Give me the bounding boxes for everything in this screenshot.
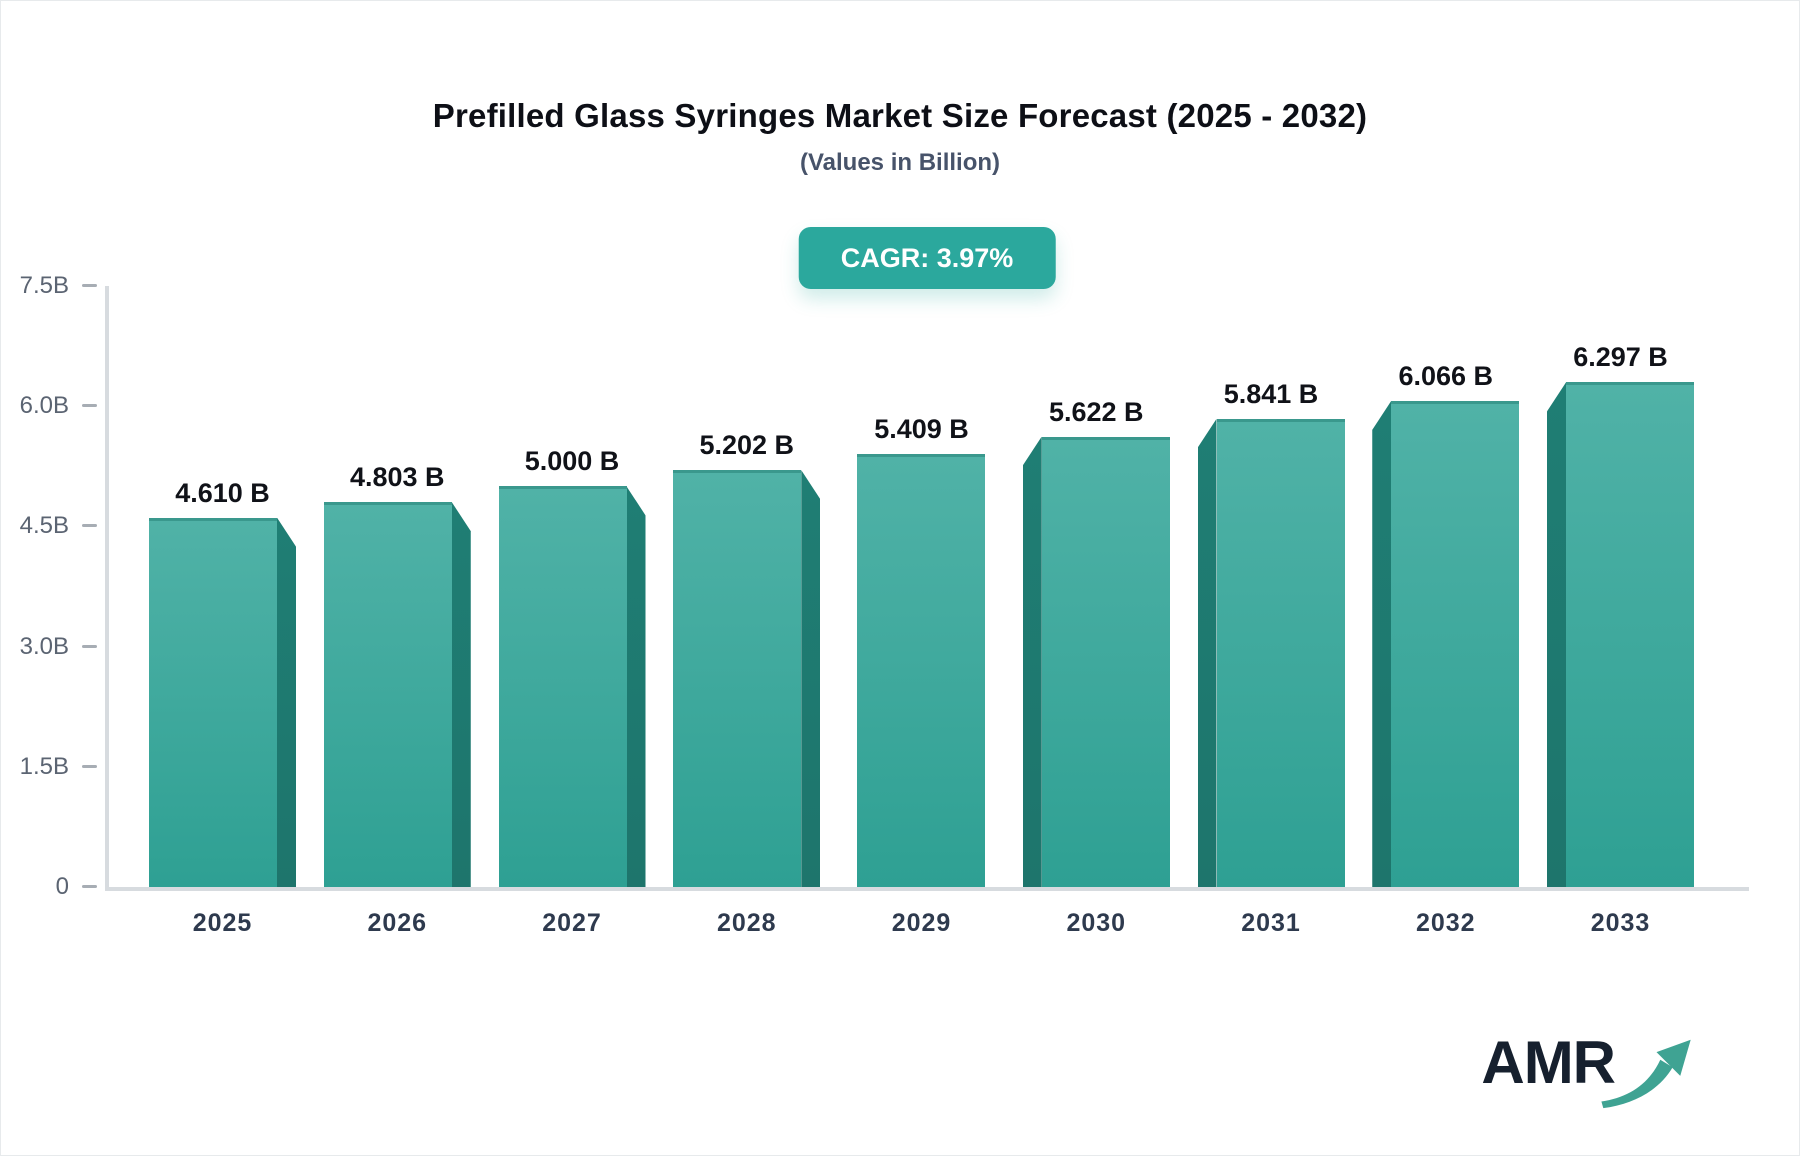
bar-front-face — [1566, 382, 1694, 887]
bar-2026: 4.803 B — [323, 286, 471, 887]
bar-shape — [848, 453, 995, 887]
x-axis-label: 2032 — [1415, 909, 1476, 937]
amr-logo: AMR — [1481, 1033, 1695, 1111]
growth-arrow-icon — [1601, 1039, 1691, 1109]
chart-subtitle: (Values in Billion) — [799, 149, 1001, 176]
bar-side-face — [451, 502, 471, 887]
bar-2028: 5.202 B — [673, 286, 821, 887]
x-axis-label: 2031 — [1241, 909, 1301, 937]
x-axis-label: 2029 — [891, 909, 952, 937]
x-axis-labels: 2025 2026 2027 2028 2029 2030 2031 2032 2033 — [149, 909, 1694, 938]
bar-shape — [323, 502, 471, 887]
bar-shape — [498, 486, 646, 887]
bar-side-face — [801, 470, 821, 887]
bar-side-face — [1547, 382, 1566, 887]
bar-2033: 6.297 B — [1547, 286, 1694, 887]
bar-value-label: 5.409 B — [874, 413, 969, 444]
x-axis-label: 2033 — [1590, 909, 1651, 937]
bar-side-face — [277, 517, 296, 887]
x-axis-label: 2026 — [367, 909, 428, 937]
bar-value-label: 5.622 B — [1048, 396, 1144, 427]
y-tick-label: 1.5B — [19, 752, 69, 780]
bar-value-label: 5.202 B — [699, 430, 795, 461]
y-axis-line — [105, 286, 109, 891]
bar-shape — [1022, 436, 1170, 887]
cagr-badge: CAGR: 3.97% — [798, 227, 1056, 289]
bar-2030: 5.622 B — [1022, 286, 1170, 887]
y-tick-mark — [82, 404, 97, 408]
bar-value-label: 6.066 B — [1398, 360, 1494, 391]
x-axis-label: 2028 — [716, 909, 777, 937]
y-tick-label: 0 — [55, 873, 69, 900]
bar-side-face — [1197, 418, 1217, 887]
x-axis-label: 2025 — [192, 909, 253, 937]
bar-shape — [1197, 418, 1345, 887]
y-tick-mark — [82, 644, 97, 648]
bar-2032: 6.066 B — [1372, 286, 1520, 887]
bar-shape — [673, 470, 821, 887]
y-tick-mark — [82, 524, 97, 528]
bar-front-face — [1391, 400, 1520, 887]
y-tick-label: 7.5B — [19, 272, 69, 299]
bar-front-face — [673, 470, 802, 887]
bar-value-label: 6.297 B — [1573, 342, 1668, 373]
y-tick-mark — [82, 885, 97, 888]
bar-2025: 4.610 B — [149, 286, 296, 887]
bar-value-label: 4.610 B — [175, 477, 270, 508]
bar-value-label: 5.000 B — [524, 446, 620, 477]
bar-front-face — [857, 453, 985, 887]
bar-front-face — [1041, 436, 1170, 887]
bar-front-face — [498, 486, 627, 887]
bar-front-face — [1216, 418, 1345, 887]
x-axis-line — [105, 887, 1749, 891]
x-axis-label: 2030 — [1066, 909, 1127, 937]
y-tick-label: 3.0B — [19, 632, 69, 660]
bar-shape — [1372, 400, 1520, 887]
y-tick-mark — [82, 764, 97, 768]
chart-title: Prefilled Glass Syringes Market Size For… — [432, 97, 1368, 134]
amr-logo-text: AMR — [1481, 1029, 1616, 1096]
bar-side-face — [1022, 436, 1042, 887]
y-tick-label: 6.0B — [19, 392, 69, 420]
bar-front-face — [149, 517, 277, 887]
bar-value-label: 4.803 B — [349, 462, 445, 493]
bar-front-face — [323, 502, 452, 887]
bar-2031: 5.841 B — [1197, 286, 1345, 887]
bar-2027: 5.000 B — [498, 286, 646, 887]
bar-shape — [1547, 382, 1694, 887]
y-tick-mark — [82, 284, 97, 287]
bar-side-face — [1372, 400, 1392, 887]
bar-shape — [149, 517, 296, 887]
bar-value-label: 5.841 B — [1223, 378, 1319, 409]
bar-2029: 5.409 B — [848, 286, 995, 887]
bar-side-face — [626, 486, 646, 887]
bars-row: 4.610 B 4.803 B 5.000 B 5.202 B 5.409 B 5.622… — [149, 286, 1694, 887]
x-axis-label: 2027 — [542, 909, 602, 937]
y-tick-label: 4.5B — [19, 512, 69, 540]
